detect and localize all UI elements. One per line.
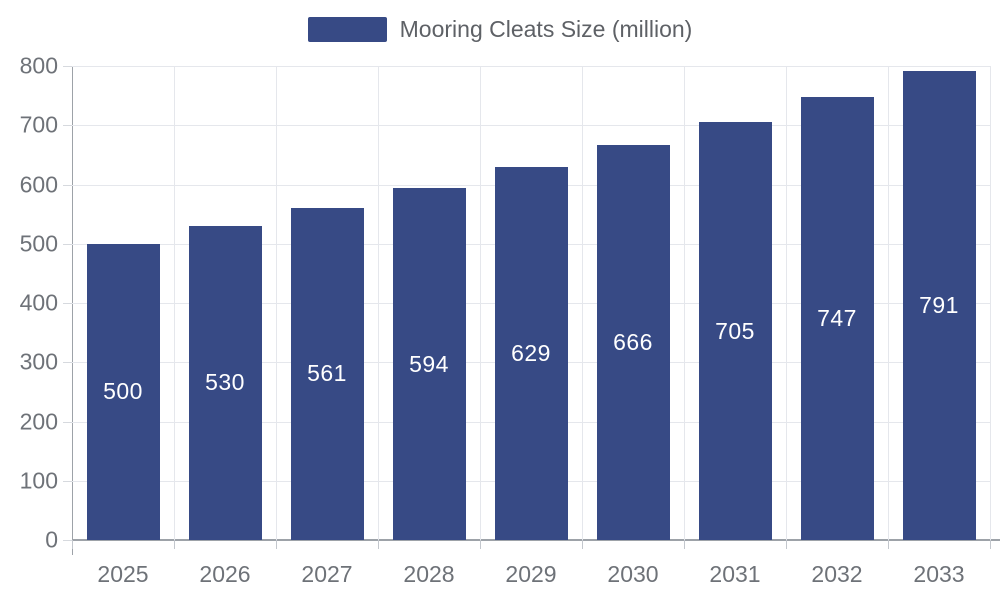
bar-value-label: 747 bbox=[817, 305, 857, 332]
y-axis-tick-label: 100 bbox=[19, 467, 58, 494]
x-axis-tick-label: 2028 bbox=[403, 561, 455, 587]
bar-value-label: 594 bbox=[409, 350, 449, 377]
bar[interactable]: 500 bbox=[86, 243, 160, 540]
bar-value-label: 705 bbox=[715, 317, 755, 344]
x-axis-line bbox=[72, 539, 1000, 541]
x-axis-tick-label: 2031 bbox=[709, 561, 761, 587]
y-axis-tick-label: 200 bbox=[19, 408, 58, 434]
x-axis-tick-label: 2025 bbox=[97, 561, 149, 587]
x-axis-tick bbox=[480, 540, 481, 549]
x-axis-tick bbox=[378, 540, 379, 549]
x-axis-tick-label: 2029 bbox=[505, 561, 557, 587]
x-axis-tick bbox=[582, 540, 583, 549]
x-axis-tick bbox=[276, 540, 277, 549]
x-axis-tick bbox=[888, 540, 889, 549]
y-axis-tick-label: 700 bbox=[19, 111, 58, 138]
x-axis-tick bbox=[684, 540, 685, 549]
y-axis-tick bbox=[63, 184, 72, 186]
bar-value-label: 561 bbox=[307, 360, 347, 387]
v-gridline bbox=[582, 66, 583, 540]
y-axis-tick bbox=[63, 125, 72, 127]
h-gridline bbox=[72, 66, 990, 67]
bar[interactable]: 629 bbox=[494, 167, 568, 540]
y-axis-line bbox=[72, 66, 73, 555]
bar-value-label: 500 bbox=[103, 378, 143, 405]
x-axis-tick-label: 2026 bbox=[199, 561, 251, 587]
v-gridline bbox=[990, 66, 991, 540]
bar-value-label: 791 bbox=[919, 292, 959, 319]
v-gridline bbox=[684, 66, 685, 540]
legend-label: Mooring Cleats Size (million) bbox=[399, 16, 693, 42]
bar[interactable]: 594 bbox=[392, 188, 466, 540]
bar[interactable]: 530 bbox=[188, 225, 262, 540]
y-axis-tick bbox=[63, 303, 72, 304]
y-axis-tick-label: 800 bbox=[19, 52, 58, 79]
x-axis-tick bbox=[174, 540, 175, 549]
x-axis-tick-label: 2032 bbox=[811, 561, 863, 587]
bar[interactable]: 561 bbox=[290, 207, 364, 540]
y-axis-tick-label: 500 bbox=[19, 230, 58, 257]
x-axis-tick-label: 2027 bbox=[301, 561, 353, 587]
y-axis-tick-label: 0 bbox=[45, 526, 58, 553]
v-gridline bbox=[786, 66, 787, 540]
y-axis-tick bbox=[63, 421, 72, 423]
legend-swatch-icon bbox=[307, 17, 387, 42]
v-gridline bbox=[174, 66, 175, 540]
y-axis-tick bbox=[63, 362, 72, 364]
bar-value-label: 666 bbox=[613, 329, 653, 356]
legend[interactable]: Mooring Cleats Size (million) bbox=[0, 16, 1000, 43]
v-gridline bbox=[480, 66, 481, 540]
bar[interactable]: 747 bbox=[800, 97, 874, 540]
x-axis-tick-label: 2033 bbox=[913, 561, 965, 587]
bar[interactable]: 705 bbox=[698, 122, 772, 540]
x-axis-tick bbox=[786, 540, 787, 549]
bar[interactable]: 791 bbox=[902, 71, 976, 540]
bar-value-label: 530 bbox=[205, 369, 245, 396]
x-axis-tick bbox=[72, 540, 73, 549]
h-gridline bbox=[72, 125, 990, 127]
bar-value-label: 629 bbox=[511, 340, 551, 367]
x-axis-tick bbox=[990, 540, 991, 549]
y-axis-tick-label: 400 bbox=[19, 289, 58, 316]
y-axis-tick bbox=[63, 66, 72, 67]
bar[interactable]: 666 bbox=[596, 145, 670, 540]
y-axis-tick-label: 300 bbox=[19, 348, 58, 375]
y-axis-tick bbox=[63, 243, 72, 245]
y-axis-tick bbox=[63, 540, 72, 541]
v-gridline bbox=[378, 66, 379, 540]
v-gridline bbox=[888, 66, 889, 540]
plot-area: 0 100 200 300 400 500 600 700 800 2025 2026 2027 202… bbox=[20, 54, 1000, 587]
v-gridline bbox=[276, 66, 277, 540]
y-axis-tick-label: 600 bbox=[19, 171, 58, 197]
y-axis-tick bbox=[63, 480, 72, 482]
x-axis-tick-label: 2030 bbox=[607, 561, 659, 587]
